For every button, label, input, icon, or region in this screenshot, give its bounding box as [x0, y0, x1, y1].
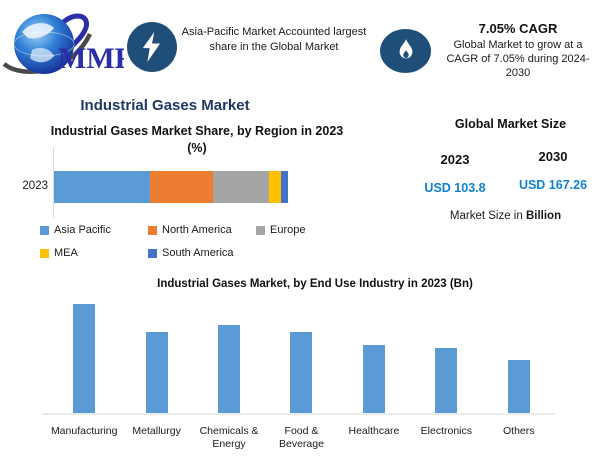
- enduse-column-manufacturing: Manufacturing: [48, 300, 120, 451]
- legend-label: Asia Pacific: [54, 224, 111, 236]
- legend-swatch: [256, 225, 265, 235]
- legend-swatch: [40, 248, 49, 258]
- category-label: Manufacturing: [50, 425, 118, 437]
- legend-item-south-america: South America: [148, 247, 256, 259]
- region-segment-north-america: [149, 171, 214, 203]
- legend-item-europe: Europe: [256, 224, 340, 236]
- region-chart-category-label: 2023: [22, 180, 48, 192]
- region-segment-mea: [269, 171, 281, 203]
- lightning-badge: [127, 22, 177, 72]
- category-label: Healthcare: [348, 425, 400, 437]
- market-size-note: Market Size in Billion: [418, 210, 593, 222]
- enduse-column-metallurgy: Metallurgy: [120, 300, 192, 451]
- flame-icon: [399, 39, 412, 59]
- category-label: Metallurgy: [132, 425, 181, 437]
- note-bold: Billion: [525, 210, 562, 222]
- cagr-description: Global Market to grow at a CAGR of 7.05%…: [446, 39, 590, 79]
- highlight-text: Asia-Pacific Market Accounted largest sh…: [181, 26, 367, 53]
- flame-badge: [380, 29, 431, 73]
- legend-item-mea: MEA: [40, 247, 148, 259]
- market-value: USD 103.8: [424, 181, 486, 195]
- category-label: Others: [502, 425, 535, 437]
- region-stacked-bar: [54, 171, 288, 203]
- logo-text: MMR: [58, 42, 124, 75]
- region-chart-y-axis: [53, 147, 54, 218]
- market-size-col-2023: 2023 USD 103.8: [413, 152, 497, 195]
- legend-label: South America: [162, 247, 234, 259]
- globe-continent: [30, 48, 54, 63]
- enduse-column-food-beverage: Food & Beverage: [265, 300, 337, 451]
- market-size-columns: 2023 USD 103.8 2030 USD 167.26: [413, 149, 595, 195]
- market-size-col-2030: 2030 USD 167.26: [511, 149, 595, 192]
- enduse-column-healthcare: Healthcare: [338, 300, 410, 451]
- legend-label: North America: [162, 224, 232, 236]
- bar-zone: [265, 300, 337, 414]
- category-label: Electronics: [420, 425, 472, 437]
- bar: [73, 304, 96, 414]
- market-value: USD 167.26: [518, 178, 588, 192]
- bar: [218, 325, 241, 414]
- region-segment-south-america: [280, 171, 288, 203]
- bar: [290, 332, 313, 414]
- year-label: 2023: [440, 152, 470, 167]
- globe-continent: [22, 23, 54, 39]
- region-chart-title: Industrial Gases Market Share, by Region…: [50, 124, 344, 155]
- globe-gridline: [13, 31, 75, 57]
- enduse-column-chemicals-energy: Chemicals & Energy: [193, 300, 265, 451]
- year-label: 2030: [538, 149, 568, 164]
- enduse-chart-title: Industrial Gases Market, by End Use Indu…: [157, 278, 473, 290]
- page-title: Industrial Gases Market: [80, 97, 250, 114]
- bar: [145, 332, 168, 414]
- region-chart-legend: Asia Pacific North America Europe MEA South …: [40, 224, 340, 259]
- legend-item-asia-pacific: Asia Pacific: [40, 224, 148, 236]
- lightning-icon: [142, 32, 161, 62]
- legend-swatch: [148, 248, 157, 258]
- enduse-chart-x-axis: [42, 413, 555, 415]
- category-label: Food & Beverage: [279, 425, 324, 450]
- bar-zone: [410, 300, 482, 414]
- cagr-block: 7.05% CAGR Global Market to grow at a CA…: [437, 21, 599, 80]
- bar-zone: [338, 300, 410, 414]
- enduse-column-electronics: Electronics: [410, 300, 482, 451]
- legend-swatch: [148, 225, 157, 235]
- market-size-title: Global Market Size: [454, 117, 567, 131]
- bar: [435, 348, 458, 414]
- enduse-column-others: Others: [483, 300, 555, 451]
- legend-label: Europe: [270, 224, 306, 236]
- bar-zone: [48, 300, 120, 414]
- bar-zone: [193, 300, 265, 414]
- legend-item-north-america: North America: [148, 224, 256, 236]
- region-segment-europe: [213, 171, 270, 203]
- bar: [362, 345, 385, 414]
- mmr-logo: MMR: [2, 13, 124, 75]
- category-label: Chemicals & Energy: [199, 425, 259, 450]
- legend-swatch: [40, 225, 49, 235]
- note-regular: Market Size in: [449, 210, 526, 222]
- cagr-title: 7.05% CAGR: [478, 21, 558, 36]
- enduse-bar-chart: Manufacturing Metallurgy Chemicals & Energ…: [48, 300, 555, 451]
- legend-label: MEA: [54, 247, 78, 259]
- region-segment-asia-pacific: [54, 171, 150, 203]
- bar-zone: [120, 300, 192, 414]
- bar: [507, 360, 530, 414]
- bar-zone: [483, 300, 555, 414]
